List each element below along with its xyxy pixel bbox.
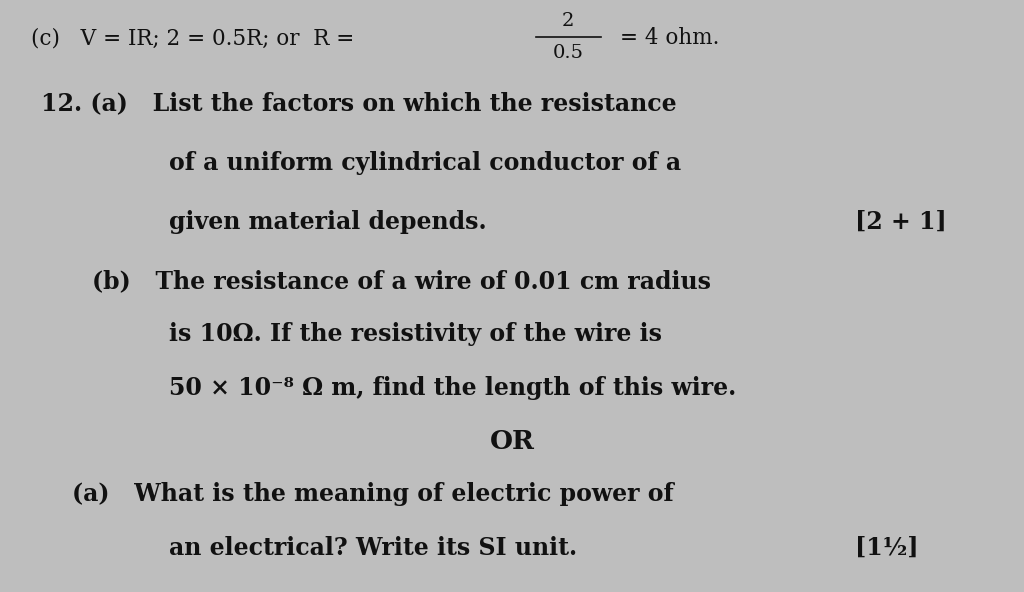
Text: given material depends.: given material depends.	[169, 210, 486, 234]
Text: (a)   What is the meaning of electric power of: (a) What is the meaning of electric powe…	[72, 482, 674, 506]
Text: [1½]: [1½]	[855, 536, 919, 559]
Text: (c)   V = IR; 2 = 0.5R; or  R =: (c) V = IR; 2 = 0.5R; or R =	[31, 27, 354, 50]
Text: = 4 ohm.: = 4 ohm.	[620, 27, 719, 50]
Text: is 10Ω. If the resistivity of the wire is: is 10Ω. If the resistivity of the wire i…	[169, 323, 662, 346]
Text: 2: 2	[562, 12, 574, 30]
Text: 12. (a)   List the factors on which the resistance: 12. (a) List the factors on which the re…	[41, 92, 677, 115]
Text: 50 × 10⁻⁸ Ω m, find the length of this wire.: 50 × 10⁻⁸ Ω m, find the length of this w…	[169, 376, 736, 400]
Text: [2 + 1]: [2 + 1]	[855, 210, 947, 234]
Text: (b)   The resistance of a wire of 0.01 cm radius: (b) The resistance of a wire of 0.01 cm …	[92, 269, 711, 293]
Text: an electrical? Write its SI unit.: an electrical? Write its SI unit.	[169, 536, 578, 559]
Text: OR: OR	[489, 429, 535, 453]
Text: of a uniform cylindrical conductor of a: of a uniform cylindrical conductor of a	[169, 151, 681, 175]
Text: 0.5: 0.5	[553, 44, 584, 62]
